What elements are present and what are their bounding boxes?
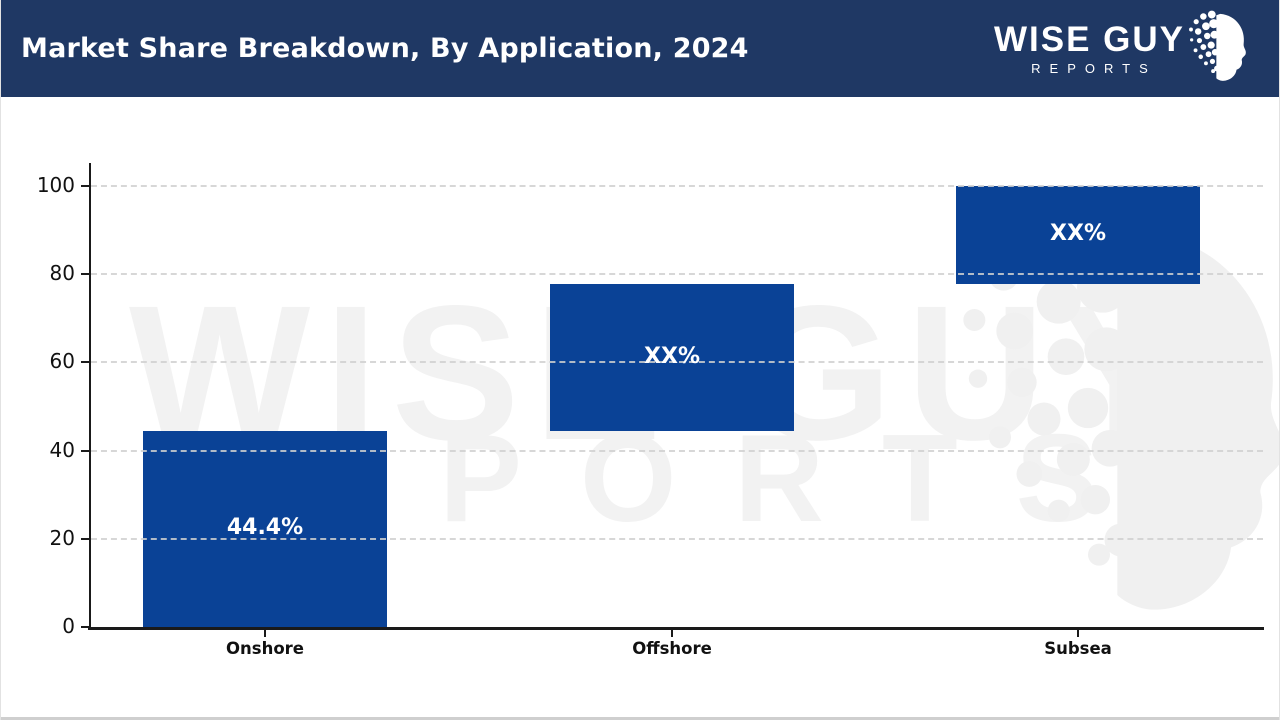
x-category-label: Onshore — [225, 639, 304, 658]
y-tick-label: 60 — [49, 349, 75, 374]
y-tick-label: 0 — [62, 614, 75, 638]
y-tick-label: 100 — [36, 173, 75, 197]
x-tick-offshore — [671, 629, 673, 637]
y-tick-80 — [81, 273, 89, 276]
y-tick-label: 80 — [49, 261, 75, 286]
y-tick-40 — [81, 449, 89, 452]
x-tick-onshore — [264, 629, 266, 637]
y-axis-line — [89, 163, 91, 629]
logo-wordmark-main: WISE GUY — [993, 19, 1185, 59]
gridline-20 — [91, 537, 1263, 540]
page-title: Market Share Breakdown, By Application, … — [21, 33, 749, 64]
logo-wordmark: WISE GUY REPORTS — [994, 22, 1185, 76]
y-tick-100 — [81, 185, 89, 187]
y-tick-label: 20 — [49, 525, 75, 550]
logo-wordmark-sub: REPORTS — [1031, 60, 1157, 76]
x-category-label: Offshore — [632, 639, 712, 658]
wise-guy-reports-logo: WISE GUY REPORTS — [994, 10, 1253, 88]
bar-value-label: XX% — [644, 343, 700, 369]
y-tick-label: 40 — [49, 437, 75, 462]
header-bar: Market Share Breakdown, By Application, … — [1, 0, 1279, 97]
bar-subsea — [956, 186, 1200, 284]
y-tick-20 — [81, 537, 89, 540]
bar-value-label: XX% — [1050, 220, 1106, 246]
y-tick-60 — [81, 361, 89, 364]
x-axis-line — [88, 627, 1264, 630]
dotted-face-icon — [1189, 10, 1246, 81]
x-tick-subsea — [1077, 629, 1079, 637]
gridline-80 — [91, 273, 1263, 276]
y-tick-0 — [81, 626, 89, 628]
gridline-40 — [91, 449, 1263, 452]
page-bottom-border — [1, 717, 1279, 720]
x-category-label: Subsea — [1044, 639, 1112, 658]
gridline-100 — [91, 185, 1263, 187]
gridline-60 — [91, 361, 1263, 364]
bar-onshore — [143, 431, 387, 627]
bar-offshore — [550, 283, 794, 432]
bar-value-label: 44.4% — [226, 515, 304, 541]
